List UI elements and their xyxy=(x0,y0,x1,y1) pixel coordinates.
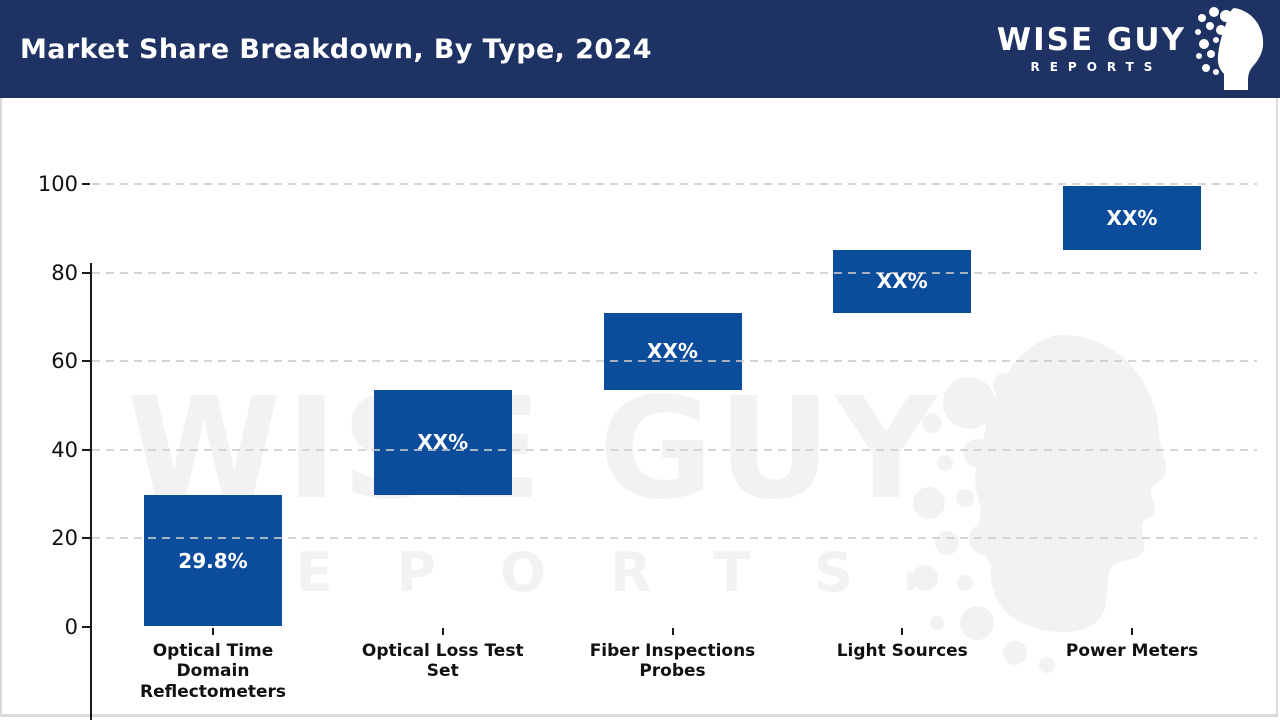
y-tick-mark-20 xyxy=(82,537,90,540)
gridline-40 xyxy=(92,448,1257,451)
y-tick-label-40: 40 xyxy=(51,437,78,462)
x-tick-mark-4 xyxy=(1131,627,1133,635)
y-tick-label-100: 100 xyxy=(37,172,78,197)
logo-head-icon xyxy=(1190,4,1268,94)
bar-3 xyxy=(833,249,972,313)
x-tick-mark-3 xyxy=(901,627,904,635)
x-tick-mark-2 xyxy=(671,627,674,635)
y-tick-mark-100 xyxy=(82,183,90,186)
chart-card: WISE GUY REPORTS xyxy=(0,98,1278,720)
y-tick-label-0: 0 xyxy=(64,614,78,639)
gridline-80 xyxy=(92,271,1257,274)
y-tick-mark-0 xyxy=(82,625,90,628)
bar-value-label-4: XX% xyxy=(1106,205,1158,230)
bar-value-label-0: 29.8% xyxy=(178,548,248,573)
gridline-60 xyxy=(92,360,1257,363)
y-axis-spine xyxy=(90,263,92,720)
page-title: Market Share Breakdown, By Type, 2024 xyxy=(20,33,652,65)
bar-value-label-2: XX% xyxy=(647,339,698,364)
bar-4 xyxy=(1063,186,1201,250)
watermark-head-icon xyxy=(897,293,1207,697)
gridline-20 xyxy=(92,537,1257,540)
x-tick-label-2: Fiber Inspections Probes xyxy=(589,640,756,682)
x-tick-label-3: Light Sources xyxy=(836,640,968,661)
bar-value-label-3: XX% xyxy=(876,269,928,294)
y-tick-label-20: 20 xyxy=(51,526,78,551)
gridline-100 xyxy=(92,183,1257,186)
header-bar: Market Share Breakdown, By Type, 2024 WI… xyxy=(0,0,1280,98)
y-tick-label-80: 80 xyxy=(51,260,78,285)
x-tick-label-1: Optical Loss Test Set xyxy=(361,640,524,682)
y-tick-label-60: 60 xyxy=(51,349,78,374)
x-tick-label-0: Optical Time Domain Reflectometers xyxy=(139,640,287,702)
logo-subtitle: REPORTS xyxy=(1030,60,1163,74)
y-tick-mark-80 xyxy=(82,271,90,274)
logo-wordmark: WISE GUY xyxy=(996,22,1186,58)
x-tick-mark-1 xyxy=(441,627,444,635)
bar-0 xyxy=(144,494,282,627)
watermark-subtitle: REPORTS xyxy=(190,541,917,604)
bar-2 xyxy=(603,312,742,390)
logo-text: WISE GUY REPORTS xyxy=(996,22,1186,74)
wise-guy-reports-logo: WISE GUY REPORTS xyxy=(997,4,1280,94)
x-tick-mark-0 xyxy=(212,627,214,635)
y-tick-mark-60 xyxy=(82,360,90,363)
bar-1 xyxy=(373,389,512,495)
y-tick-mark-40 xyxy=(82,448,90,451)
x-tick-label-4: Power Meters xyxy=(1065,640,1199,661)
bar-value-label-1: XX% xyxy=(417,430,469,455)
